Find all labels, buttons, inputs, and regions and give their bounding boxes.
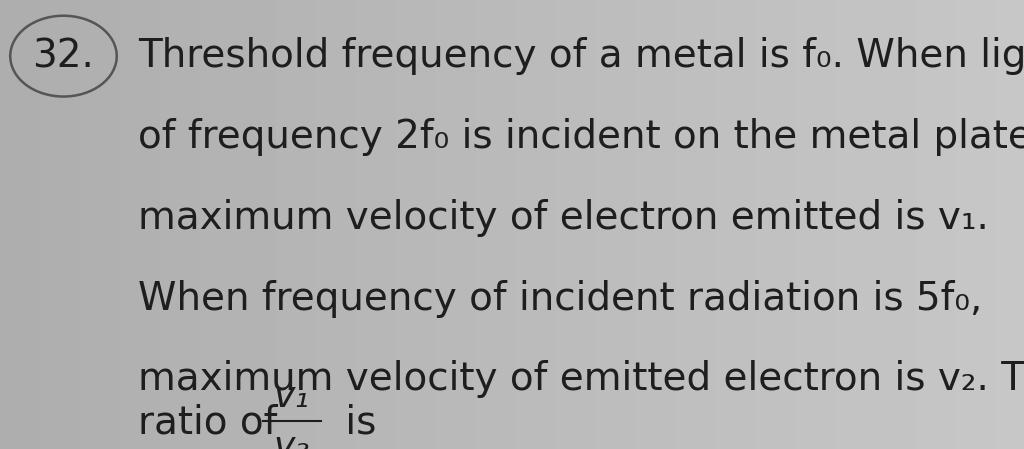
Text: is: is — [333, 403, 376, 441]
Text: v₂: v₂ — [273, 430, 310, 449]
Text: Threshold frequency of a metal is f₀. When light: Threshold frequency of a metal is f₀. Wh… — [138, 37, 1024, 75]
Text: 32.: 32. — [33, 37, 94, 75]
Text: When frequency of incident radiation is 5f₀,: When frequency of incident radiation is … — [138, 280, 982, 317]
Text: ratio of: ratio of — [138, 403, 290, 441]
Text: maximum velocity of electron emitted is v₁.: maximum velocity of electron emitted is … — [138, 199, 989, 237]
Text: of frequency 2f₀ is incident on the metal plate,: of frequency 2f₀ is incident on the meta… — [138, 118, 1024, 156]
Text: v₁: v₁ — [273, 380, 310, 414]
Text: maximum velocity of emitted electron is v₂. The: maximum velocity of emitted electron is … — [138, 361, 1024, 398]
